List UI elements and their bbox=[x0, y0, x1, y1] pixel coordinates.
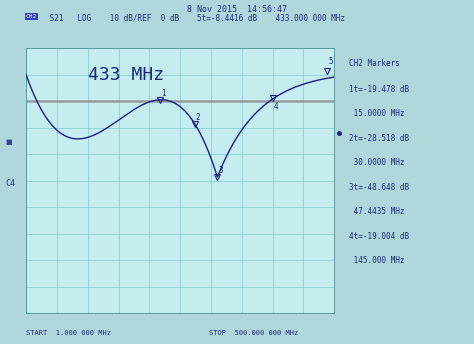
Text: STOP  500.000 000 MHz: STOP 500.000 000 MHz bbox=[209, 330, 298, 336]
Text: 3t=-48.648 dB: 3t=-48.648 dB bbox=[349, 183, 410, 192]
Text: CH2: CH2 bbox=[26, 14, 37, 19]
Text: 5t=-8.4416 dB    433.000 000 MHz: 5t=-8.4416 dB 433.000 000 MHz bbox=[197, 14, 345, 23]
Text: 3: 3 bbox=[219, 166, 223, 175]
Text: 47.4435 MHz: 47.4435 MHz bbox=[349, 207, 405, 216]
Text: 2: 2 bbox=[196, 113, 201, 122]
Text: 2t=-28.518 dB: 2t=-28.518 dB bbox=[349, 134, 410, 143]
Text: START  1.000 000 MHz: START 1.000 000 MHz bbox=[26, 330, 111, 336]
Text: 4: 4 bbox=[274, 102, 279, 111]
Text: 15.0000 MHz: 15.0000 MHz bbox=[349, 109, 405, 118]
Text: 4t=-19.004 dB: 4t=-19.004 dB bbox=[349, 232, 410, 241]
Text: C4: C4 bbox=[6, 179, 16, 188]
Text: ■: ■ bbox=[6, 139, 12, 146]
Text: 433 MHz: 433 MHz bbox=[88, 66, 164, 84]
Text: 30.0000 MHz: 30.0000 MHz bbox=[349, 158, 405, 167]
Text: S21   LOG    10 dB/REF  0 dB: S21 LOG 10 dB/REF 0 dB bbox=[45, 14, 179, 23]
Text: 145.000 MHz: 145.000 MHz bbox=[349, 256, 405, 265]
Text: CH2 Markers: CH2 Markers bbox=[349, 59, 400, 68]
Text: 5: 5 bbox=[328, 57, 333, 66]
Text: 1: 1 bbox=[162, 89, 166, 98]
Text: 1t=-19.478 dB: 1t=-19.478 dB bbox=[349, 85, 410, 94]
Text: 8 Nov 2015  14:56:47: 8 Nov 2015 14:56:47 bbox=[187, 5, 287, 14]
